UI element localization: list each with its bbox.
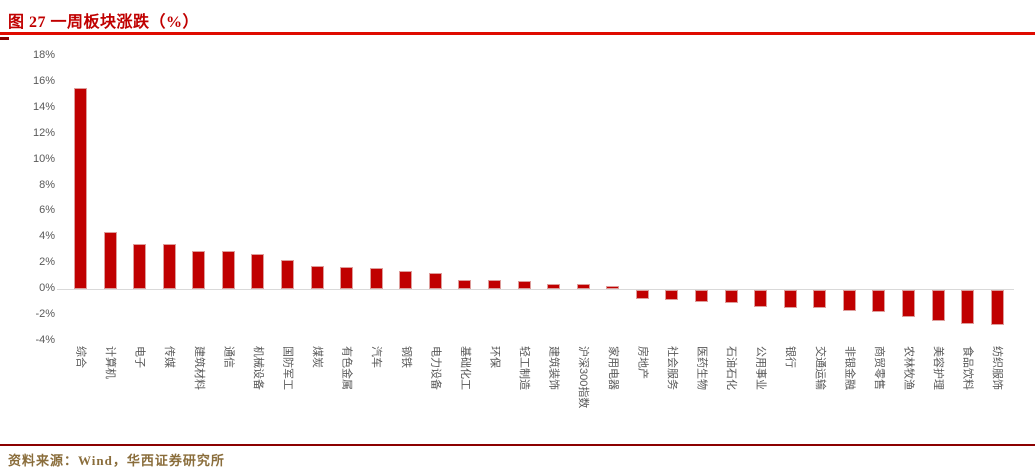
x-axis-label: 建筑材料	[192, 346, 205, 390]
x-axis-label: 综合	[74, 346, 87, 368]
y-axis-tick-label: -4%	[35, 334, 55, 346]
y-axis-tick-label: 10%	[32, 152, 55, 165]
bar	[369, 268, 383, 289]
bar	[458, 279, 472, 289]
y-axis-tick-label: 4%	[39, 230, 55, 243]
x-axis-label: 银行	[784, 346, 797, 368]
bar	[783, 290, 797, 309]
bar	[517, 281, 531, 289]
bar	[280, 260, 294, 289]
bar	[990, 290, 1004, 325]
bar	[724, 290, 738, 303]
bar	[931, 290, 945, 322]
bar	[635, 290, 649, 300]
title-rule-divider	[0, 32, 1035, 35]
bar	[665, 290, 679, 301]
x-axis-label: 环保	[488, 346, 501, 368]
bar	[162, 243, 176, 289]
y-axis-tick-label: -2%	[35, 308, 55, 321]
x-axis-label: 计算机	[104, 346, 117, 379]
bar	[221, 251, 235, 289]
bar-chart: 18% 16% 14% 12% 10% 8% 6% 4% 2% 0% -2% -4% 综合 计算机 电子 传媒…	[32, 49, 1014, 409]
bar	[103, 231, 117, 289]
bar	[901, 290, 915, 318]
x-axis-label: 石油石化	[725, 346, 738, 390]
x-axis-label: 美容护理	[932, 346, 945, 390]
x-axis-label: 煤炭	[311, 346, 324, 368]
y-axis-tick-label: 6%	[39, 204, 55, 217]
bar	[547, 283, 561, 289]
x-axis-label: 电力设备	[429, 346, 442, 390]
x-axis-label: 传媒	[163, 346, 176, 368]
x-axis-label: 纺织服饰	[991, 346, 1004, 390]
title-accent-dash	[0, 37, 9, 40]
y-axis-tick-label: 14%	[32, 100, 55, 113]
x-axis-label: 机械设备	[251, 346, 264, 390]
bar	[310, 265, 324, 289]
x-axis-label: 家用电器	[606, 346, 619, 390]
x-axis-label: 轻工制造	[518, 346, 531, 390]
y-axis-tick-label: 18%	[32, 49, 55, 61]
zero-axis-line	[57, 289, 1014, 290]
x-axis-label: 沪深300指数	[577, 346, 590, 409]
bar	[487, 279, 501, 289]
bar	[576, 283, 590, 289]
bar	[961, 290, 975, 324]
x-axis-label: 公用事业	[754, 346, 767, 390]
x-axis-label: 医药生物	[695, 346, 708, 390]
x-axis-label: 食品饮料	[961, 346, 974, 390]
bar	[340, 266, 354, 289]
x-axis-label: 交通运输	[813, 346, 826, 390]
y-axis-tick-label: 12%	[32, 126, 55, 139]
source-text: 资料来源：Wind，华西证券研究所	[8, 453, 225, 468]
x-axis-label: 通信	[222, 346, 235, 368]
x-axis-label: 建筑装饰	[547, 346, 560, 390]
bar	[192, 251, 206, 289]
bar	[813, 290, 827, 309]
x-axis-label: 商贸零售	[872, 346, 885, 390]
figure-title: 图 27 一周板块涨跌（%）	[8, 14, 200, 31]
bar	[872, 290, 886, 313]
x-axis-label: 电子	[133, 346, 146, 368]
bar	[842, 290, 856, 311]
x-axis-label: 社会服务	[665, 346, 678, 390]
x-axis-label: 汽车	[370, 346, 383, 368]
bar	[606, 286, 620, 289]
x-axis-label: 农林牧渔	[902, 346, 915, 390]
x-axis-label: 基础化工	[458, 346, 471, 390]
bar	[251, 254, 265, 289]
y-axis-tick-label: 8%	[39, 178, 55, 191]
y-axis-tick-label: 16%	[32, 74, 55, 87]
x-axis-label: 有色金属	[340, 346, 353, 390]
source-rule-divider	[0, 444, 1035, 446]
bar	[74, 88, 87, 289]
y-axis-tick-label: 0%	[39, 282, 55, 295]
y-axis-tick-label: 2%	[39, 256, 55, 269]
x-axis-label: 国防军工	[281, 346, 294, 390]
x-axis-label: 房地产	[636, 346, 649, 379]
bar	[694, 290, 708, 302]
x-axis-label: 钢铁	[399, 346, 412, 368]
bar	[399, 270, 413, 289]
x-axis-label: 非银金融	[843, 346, 856, 390]
bar	[754, 290, 768, 307]
bar	[428, 273, 442, 289]
bar	[133, 243, 147, 289]
